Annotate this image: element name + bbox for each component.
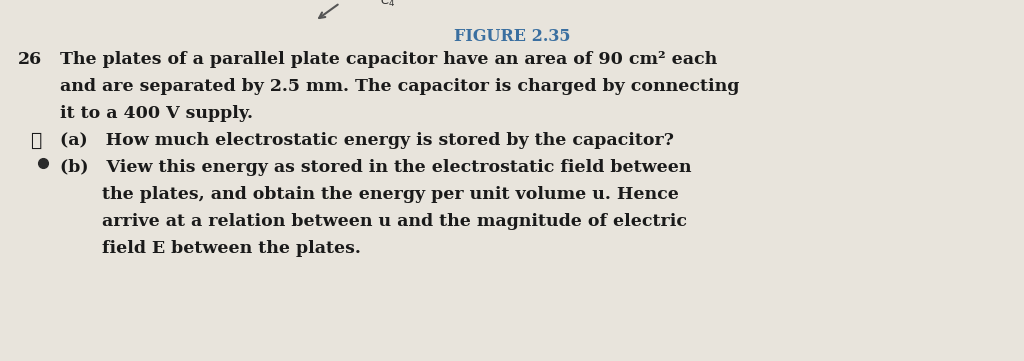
Text: (b)   View this energy as stored in the electrostatic field between: (b) View this energy as stored in the el… [60,159,691,176]
Text: and are separated by 2.5 mm. The capacitor is charged by connecting: and are separated by 2.5 mm. The capacit… [60,78,739,95]
Text: arrive at a relation between u and the magnitude of electric: arrive at a relation between u and the m… [60,213,687,230]
Text: The plates of a parallel plate capacitor have an area of 90 cm² each: The plates of a parallel plate capacitor… [60,51,717,68]
Text: (a)   How much electrostatic energy is stored by the capacitor?: (a) How much electrostatic energy is sto… [60,132,674,149]
Text: FIGURE 2.35: FIGURE 2.35 [454,28,570,45]
Text: ✓: ✓ [30,132,41,150]
Text: $C_4$: $C_4$ [380,0,395,9]
Text: 26: 26 [18,51,42,68]
Text: field E between the plates.: field E between the plates. [60,240,360,257]
Text: it to a 400 V supply.: it to a 400 V supply. [60,105,253,122]
Text: the plates, and obtain the energy per unit volume u. Hence: the plates, and obtain the energy per un… [60,186,679,203]
